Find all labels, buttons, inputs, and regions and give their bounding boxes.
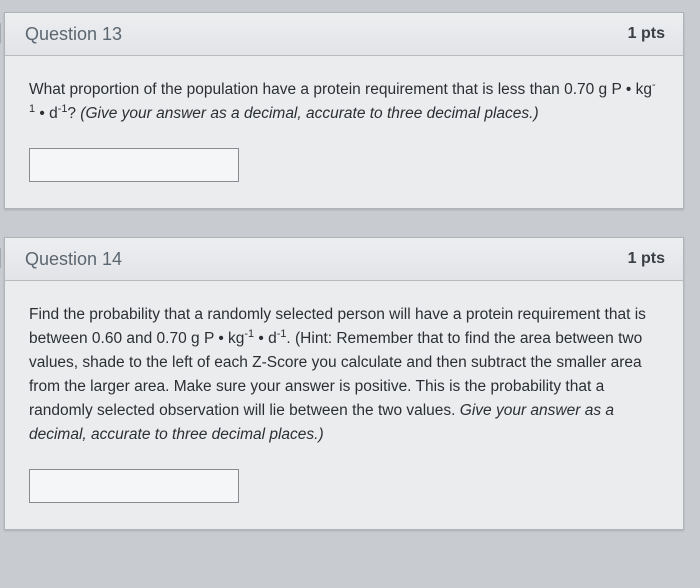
question-number-label: Question 14 xyxy=(7,249,628,270)
question-text: What proportion of the population have a… xyxy=(29,78,659,126)
question-header: Question 13 1 pts xyxy=(5,13,683,56)
question-points-label: 1 pts xyxy=(628,250,665,268)
bookmark-flag-icon xyxy=(0,248,3,270)
flag-button[interactable] xyxy=(0,23,7,45)
question-header: Question 14 1 pts xyxy=(5,238,683,281)
answer-input-wrap xyxy=(29,148,659,182)
question-body: Find the probability that a randomly sel… xyxy=(5,281,683,529)
question-points-label: 1 pts xyxy=(628,25,665,43)
answer-input-wrap xyxy=(29,469,659,503)
question-card: Question 14 1 pts Find the probability t… xyxy=(4,237,684,530)
flag-button[interactable] xyxy=(0,248,7,270)
answer-input[interactable] xyxy=(29,469,239,503)
bookmark-flag-icon xyxy=(0,23,3,45)
question-number-label: Question 13 xyxy=(7,24,628,45)
answer-input[interactable] xyxy=(29,148,239,182)
question-text: Find the probability that a randomly sel… xyxy=(29,303,659,447)
question-body: What proportion of the population have a… xyxy=(5,56,683,208)
question-card: Question 13 1 pts What proportion of the… xyxy=(4,12,684,209)
